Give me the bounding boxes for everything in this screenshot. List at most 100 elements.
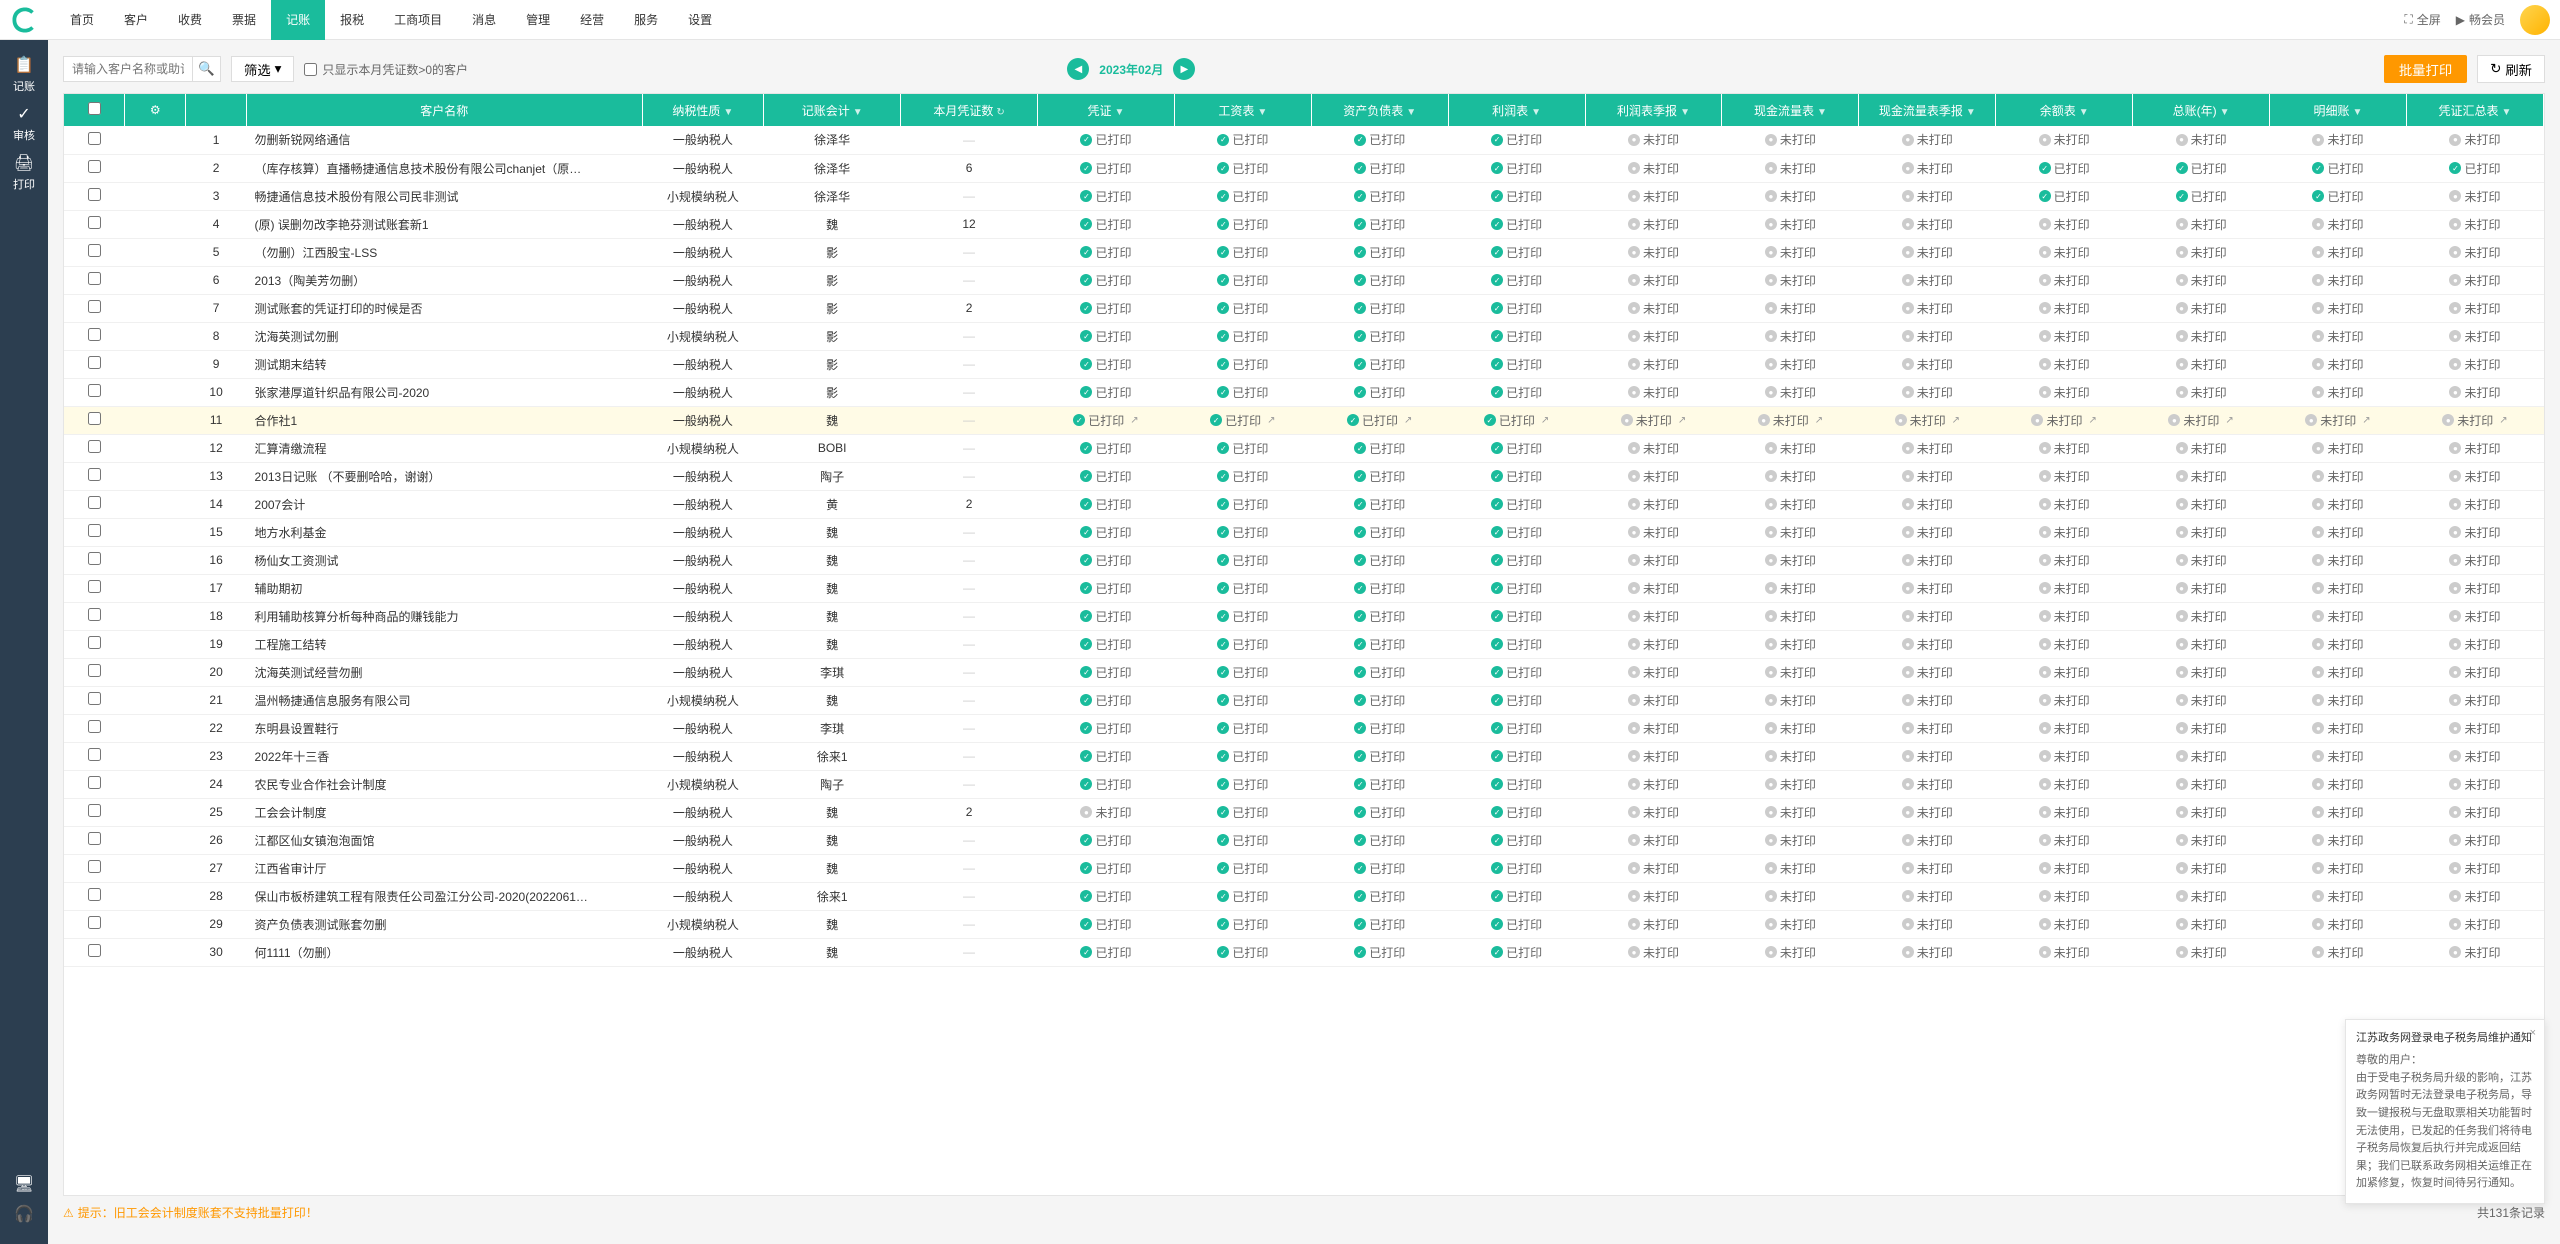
sidebar-item-0[interactable]: 📋记账 (13, 50, 35, 99)
search-button[interactable]: 🔍 (193, 56, 221, 82)
table-row[interactable]: 2（库存核算）直播畅捷通信息技术股份有限公司chanjet（原…一般纳税人徐泽华… (64, 154, 2544, 182)
column-header-13[interactable]: 现金流量表季报▼ (1859, 94, 1996, 126)
table-row[interactable]: 10张家港厚道针织品有限公司-2020一般纳税人影—✓已打印✓已打印✓已打印✓已… (64, 378, 2544, 406)
table-row[interactable]: 15地方水利基金一般纳税人魏—✓已打印✓已打印✓已打印✓已打印●未打印●未打印●… (64, 518, 2544, 546)
row-checkbox[interactable] (88, 776, 101, 789)
row-checkbox[interactable] (88, 132, 101, 145)
nav-item-1[interactable]: 客户 (109, 0, 163, 40)
row-checkbox[interactable] (88, 888, 101, 901)
column-header-4[interactable]: 纳税性质▼ (642, 94, 764, 126)
column-header-7[interactable]: 凭证▼ (1038, 94, 1175, 126)
table-row[interactable]: 16杨仙女工资测试一般纳税人魏—✓已打印✓已打印✓已打印✓已打印●未打印●未打印… (64, 546, 2544, 574)
column-header-8[interactable]: 工资表▼ (1174, 94, 1311, 126)
table-row[interactable]: 132013日记账 （不要删哈哈，谢谢）一般纳税人陶子—✓已打印✓已打印✓已打印… (64, 462, 2544, 490)
table-row[interactable]: 4(原) 误删勿改李艳芬测试账套新1一般纳税人魏12✓已打印✓已打印✓已打印✓已… (64, 210, 2544, 238)
search-input[interactable] (63, 56, 193, 82)
date-prev-button[interactable]: ◀ (1067, 58, 1089, 80)
table-row[interactable]: 21温州畅捷通信息服务有限公司小规模纳税人魏—✓已打印✓已打印✓已打印✓已打印●… (64, 686, 2544, 714)
row-checkbox[interactable] (88, 636, 101, 649)
row-checkbox[interactable] (88, 356, 101, 369)
avatar[interactable] (2520, 5, 2550, 35)
sidebar-bottom-1[interactable]: 🎧 (14, 1199, 34, 1229)
table-row[interactable]: 20沈海英测试经营勿删一般纳税人李琪—✓已打印✓已打印✓已打印✓已打印●未打印●… (64, 658, 2544, 686)
row-checkbox[interactable] (88, 272, 101, 285)
column-header-11[interactable]: 利润表季报▼ (1585, 94, 1722, 126)
nav-item-3[interactable]: 票据 (217, 0, 271, 40)
row-checkbox[interactable] (88, 496, 101, 509)
row-checkbox[interactable] (88, 524, 101, 537)
fullscreen-button[interactable]: ⛶ 全屏 (2404, 11, 2440, 28)
row-checkbox[interactable] (88, 832, 101, 845)
table-row[interactable]: 18利用辅助核算分析每种商品的赚钱能力一般纳税人魏—✓已打印✓已打印✓已打印✓已… (64, 602, 2544, 630)
column-header-14[interactable]: 余额表▼ (1996, 94, 2133, 126)
table-row[interactable]: 62013（陶美芳勿删）一般纳税人影—✓已打印✓已打印✓已打印✓已打印●未打印●… (64, 266, 2544, 294)
sidebar-item-2[interactable]: 🖨打印 (13, 148, 35, 197)
column-header-1[interactable]: ⚙ (125, 94, 186, 126)
nav-item-0[interactable]: 首页 (55, 0, 109, 40)
table-row[interactable]: 24农民专业合作社会计制度小规模纳税人陶子—✓已打印✓已打印✓已打印✓已打印●未… (64, 770, 2544, 798)
table-row[interactable]: 27江西省审计厅一般纳税人魏—✓已打印✓已打印✓已打印✓已打印●未打印●未打印●… (64, 854, 2544, 882)
sidebar-bottom-0[interactable]: 🖥 (14, 1169, 34, 1199)
row-checkbox[interactable] (88, 916, 101, 929)
column-header-12[interactable]: 现金流量表▼ (1722, 94, 1859, 126)
table-row[interactable]: 26江都区仙女镇泡泡面馆一般纳税人魏—✓已打印✓已打印✓已打印✓已打印●未打印●… (64, 826, 2544, 854)
row-checkbox[interactable] (88, 664, 101, 677)
row-checkbox[interactable] (88, 944, 101, 957)
column-header-15[interactable]: 总账(年)▼ (2133, 94, 2270, 126)
row-checkbox[interactable] (88, 188, 101, 201)
sidebar-item-1[interactable]: ✓审核 (13, 99, 35, 148)
column-header-0[interactable] (64, 94, 125, 126)
table-row[interactable]: 1勿删新锐网络通信一般纳税人徐泽华—✓已打印✓已打印✓已打印✓已打印●未打印●未… (64, 126, 2544, 154)
nav-item-9[interactable]: 经营 (565, 0, 619, 40)
nav-item-8[interactable]: 管理 (511, 0, 565, 40)
table-row[interactable]: 3畅捷通信息技术股份有限公司民非测试小规模纳税人徐泽华—✓已打印✓已打印✓已打印… (64, 182, 2544, 210)
table-row[interactable]: 30何1111（勿删）一般纳税人魏—✓已打印✓已打印✓已打印✓已打印●未打印●未… (64, 938, 2544, 966)
column-header-3[interactable]: 客户名称 (247, 94, 643, 126)
row-checkbox[interactable] (88, 748, 101, 761)
row-checkbox[interactable] (88, 580, 101, 593)
date-next-button[interactable]: ▶ (1173, 58, 1195, 80)
nav-item-4[interactable]: 记账 (271, 0, 325, 40)
filter-button[interactable]: 筛选 ▾ (231, 56, 294, 82)
row-checkbox[interactable] (88, 300, 101, 313)
column-header-10[interactable]: 利润表▼ (1448, 94, 1585, 126)
row-checkbox[interactable] (88, 244, 101, 257)
nav-item-11[interactable]: 设置 (673, 0, 727, 40)
column-header-6[interactable]: 本月凭证数↻ (901, 94, 1038, 126)
row-checkbox[interactable] (88, 160, 101, 173)
table-row[interactable]: 17辅助期初一般纳税人魏—✓已打印✓已打印✓已打印✓已打印●未打印●未打印●未打… (64, 574, 2544, 602)
table-row[interactable]: 142007会计一般纳税人黄2✓已打印✓已打印✓已打印✓已打印●未打印●未打印●… (64, 490, 2544, 518)
table-row[interactable]: 22东明县设置鞋行一般纳税人李琪—✓已打印✓已打印✓已打印✓已打印●未打印●未打… (64, 714, 2544, 742)
table-row[interactable]: 8沈海英测试勿删小规模纳税人影—✓已打印✓已打印✓已打印✓已打印●未打印●未打印… (64, 322, 2544, 350)
row-checkbox[interactable] (88, 804, 101, 817)
row-checkbox[interactable] (88, 468, 101, 481)
voucher-filter-checkbox[interactable]: 只显示本月凭证数>0的客户 (304, 61, 468, 78)
row-checkbox[interactable] (88, 412, 101, 425)
date-display[interactable]: 2023年02月 (1099, 61, 1163, 78)
table-row[interactable]: 9测试期末结转一般纳税人影—✓已打印✓已打印✓已打印✓已打印●未打印●未打印●未… (64, 350, 2544, 378)
nav-item-2[interactable]: 收费 (163, 0, 217, 40)
refresh-button[interactable]: ↻ 刷新 (2477, 55, 2545, 83)
row-checkbox[interactable] (88, 384, 101, 397)
select-all-checkbox[interactable] (88, 102, 101, 115)
column-header-17[interactable]: 凭证汇总表▼ (2406, 94, 2543, 126)
row-checkbox[interactable] (88, 328, 101, 341)
table-row[interactable]: 12汇算清缴流程小规模纳税人BOBI—✓已打印✓已打印✓已打印✓已打印●未打印●… (64, 434, 2544, 462)
nav-item-10[interactable]: 服务 (619, 0, 673, 40)
nav-item-7[interactable]: 消息 (457, 0, 511, 40)
table-row[interactable]: 25工会会计制度一般纳税人魏2●未打印✓已打印✓已打印✓已打印●未打印●未打印●… (64, 798, 2544, 826)
table-row[interactable]: 11合作社1一般纳税人魏—✓已打印↗✓已打印↗✓已打印↗✓已打印↗●未打印↗●未… (64, 406, 2544, 434)
table-row[interactable]: 28保山市板桥建筑工程有限责任公司盈江分公司-2020(2022061…一般纳税… (64, 882, 2544, 910)
nav-item-5[interactable]: 报税 (325, 0, 379, 40)
table-row[interactable]: 5（勿删）江西股宝-LSS一般纳税人影—✓已打印✓已打印✓已打印✓已打印●未打印… (64, 238, 2544, 266)
row-checkbox[interactable] (88, 860, 101, 873)
column-header-16[interactable]: 明细账▼ (2270, 94, 2407, 126)
batch-print-button[interactable]: 批量打印 (2384, 55, 2467, 83)
column-header-5[interactable]: 记账会计▼ (764, 94, 901, 126)
table-row[interactable]: 19工程施工结转一般纳税人魏—✓已打印✓已打印✓已打印✓已打印●未打印●未打印●… (64, 630, 2544, 658)
table-row[interactable]: 7测试账套的凭证打印的时候是否一般纳税人影2✓已打印✓已打印✓已打印✓已打印●未… (64, 294, 2544, 322)
row-checkbox[interactable] (88, 720, 101, 733)
column-header-2[interactable] (186, 94, 247, 126)
row-checkbox[interactable] (88, 552, 101, 565)
row-checkbox[interactable] (88, 216, 101, 229)
